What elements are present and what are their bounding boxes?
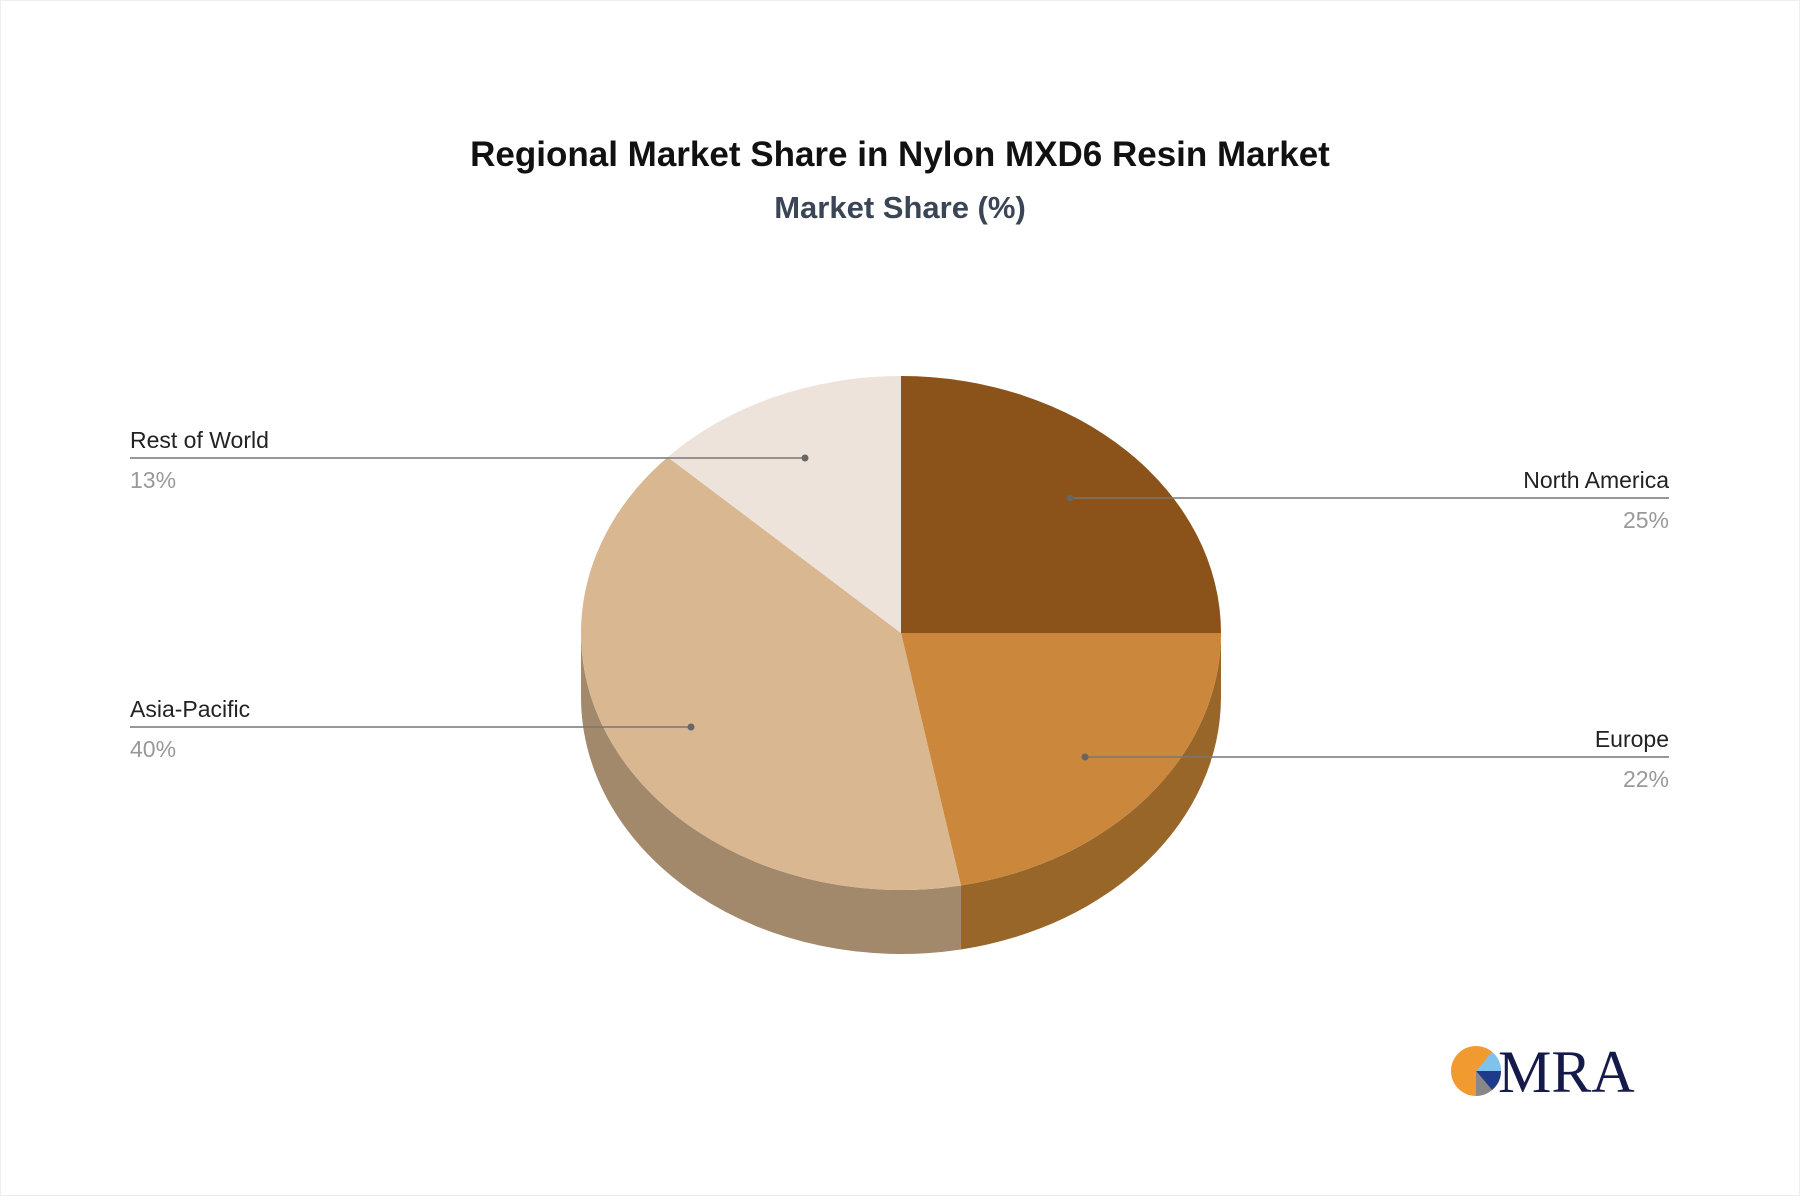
pie-slice-side: [960, 633, 1221, 950]
pie-slice-rest-of-world[interactable]: [667, 376, 901, 633]
leader-dot: [1081, 753, 1089, 761]
chart-title: Regional Market Share in Nylon MXD6 Resi…: [470, 135, 1330, 174]
slice-label: Asia-Pacific: [130, 696, 250, 722]
pie-slice-europe[interactable]: [901, 633, 1221, 886]
slice-value-label: 25%: [1623, 507, 1669, 533]
slice-value-label: 40%: [130, 736, 176, 762]
slice-label: Europe: [1595, 726, 1669, 752]
slice-value-label: 13%: [130, 467, 176, 493]
chart-subtitle: Market Share (%): [774, 190, 1026, 225]
pie-slice-asia-pacific[interactable]: [580, 457, 961, 890]
leader-dot: [1066, 494, 1074, 502]
pie-slice-side: [581, 633, 961, 954]
slice-label: North America: [1523, 467, 1669, 493]
slice-label: Rest of World: [130, 427, 269, 453]
mra-logo: MRA: [1451, 1040, 1635, 1100]
leader-dot: [801, 454, 809, 462]
slice-value-label: 22%: [1623, 766, 1669, 792]
logo-text: MRA: [1498, 1040, 1635, 1100]
pie-slice-north-america[interactable]: [901, 376, 1221, 633]
leader-dot: [687, 723, 695, 731]
